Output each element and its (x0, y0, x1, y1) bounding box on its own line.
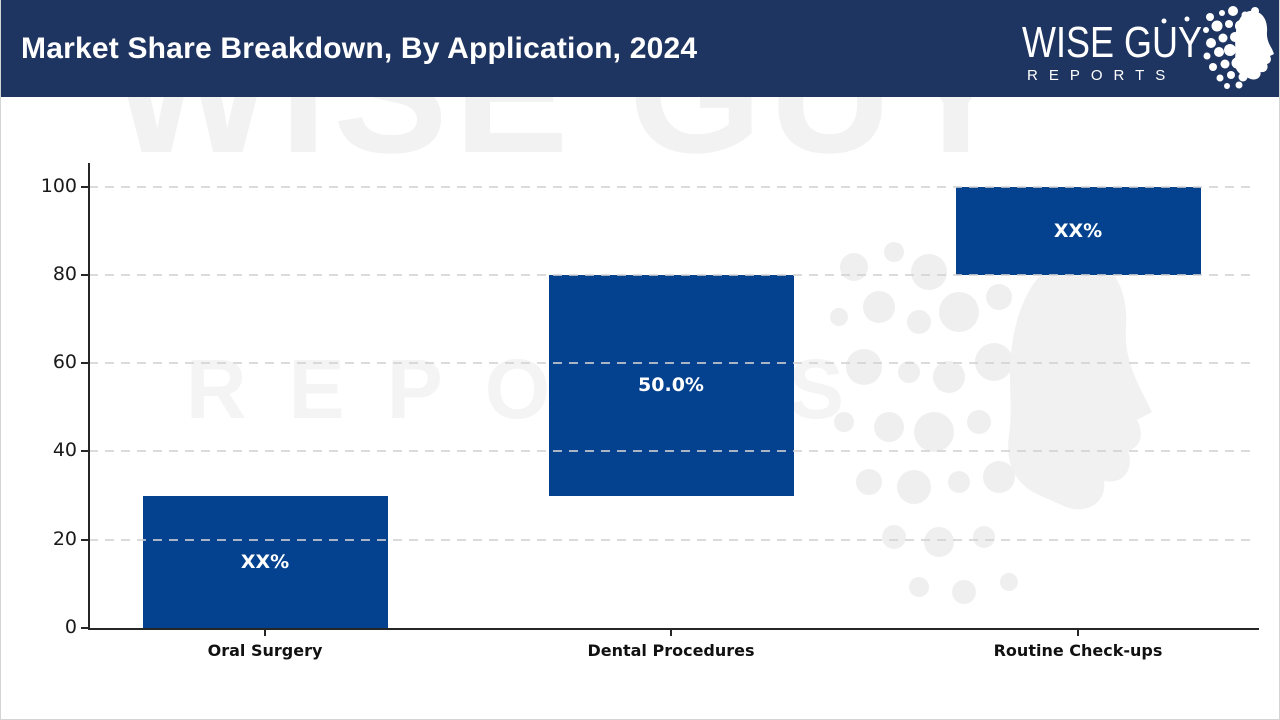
x-tick-routine-check-ups (1077, 628, 1079, 636)
bar-value-label: XX% (240, 550, 290, 573)
gridline-y60 (89, 362, 1257, 365)
y-tick-label-0: 0 (64, 616, 77, 638)
bar-routine-check-ups: XX% (955, 186, 1201, 275)
y-tick-80 (81, 273, 89, 276)
y-tick-100 (81, 185, 89, 188)
bar-value-label: 50.0% (638, 374, 704, 397)
watermark-face-icon (830, 242, 1152, 604)
x-tick-oral-surgery (264, 628, 266, 636)
y-tick-60 (81, 362, 89, 365)
category-label-oral-surgery: Oral Surgery (207, 641, 323, 660)
header: Market Share Breakdown, By Application, … (1, 0, 1279, 97)
category-label-routine-check-ups: Routine Check-ups (993, 641, 1163, 660)
category-label-dental-procedures: Dental Procedures (587, 641, 755, 660)
bar-value-label: XX% (1053, 219, 1103, 242)
y-tick-40 (81, 450, 89, 453)
logo-wordmark: WISE GUY (1022, 18, 1202, 67)
bar-oral-surgery: XX% (142, 495, 388, 628)
x-axis-spine (88, 628, 1259, 630)
y-tick-label-20: 20 (52, 527, 77, 550)
y-tick-0 (81, 627, 89, 629)
bar-dental-procedures: 50.0% (548, 274, 794, 496)
logo-subtext: REPORTS (1027, 67, 1176, 84)
wise-guy-reports-logo: WISE GUY REPORTS (1022, 6, 1274, 89)
gridline-y40 (89, 450, 1257, 453)
x-tick-dental-procedures (670, 628, 672, 636)
y-tick-label-80: 80 (52, 262, 77, 285)
logo-face-icon (1234, 10, 1274, 80)
y-axis-spine (88, 163, 90, 630)
page-title: Market Share Breakdown, By Application, … (21, 31, 698, 65)
y-tick-label-60: 60 (52, 351, 77, 374)
gridline-y80 (89, 273, 1257, 276)
y-tick-label-100: 100 (40, 174, 77, 197)
gridline-y20 (89, 538, 1257, 541)
y-tick-20 (81, 538, 89, 541)
y-tick-label-40: 40 (52, 439, 77, 462)
gridline-y100 (89, 185, 1257, 188)
chart-plot-area: WISE GUY REPORTS XX% 50.0% XX% 0 20 40 60 80 100… (1, 7, 1279, 719)
